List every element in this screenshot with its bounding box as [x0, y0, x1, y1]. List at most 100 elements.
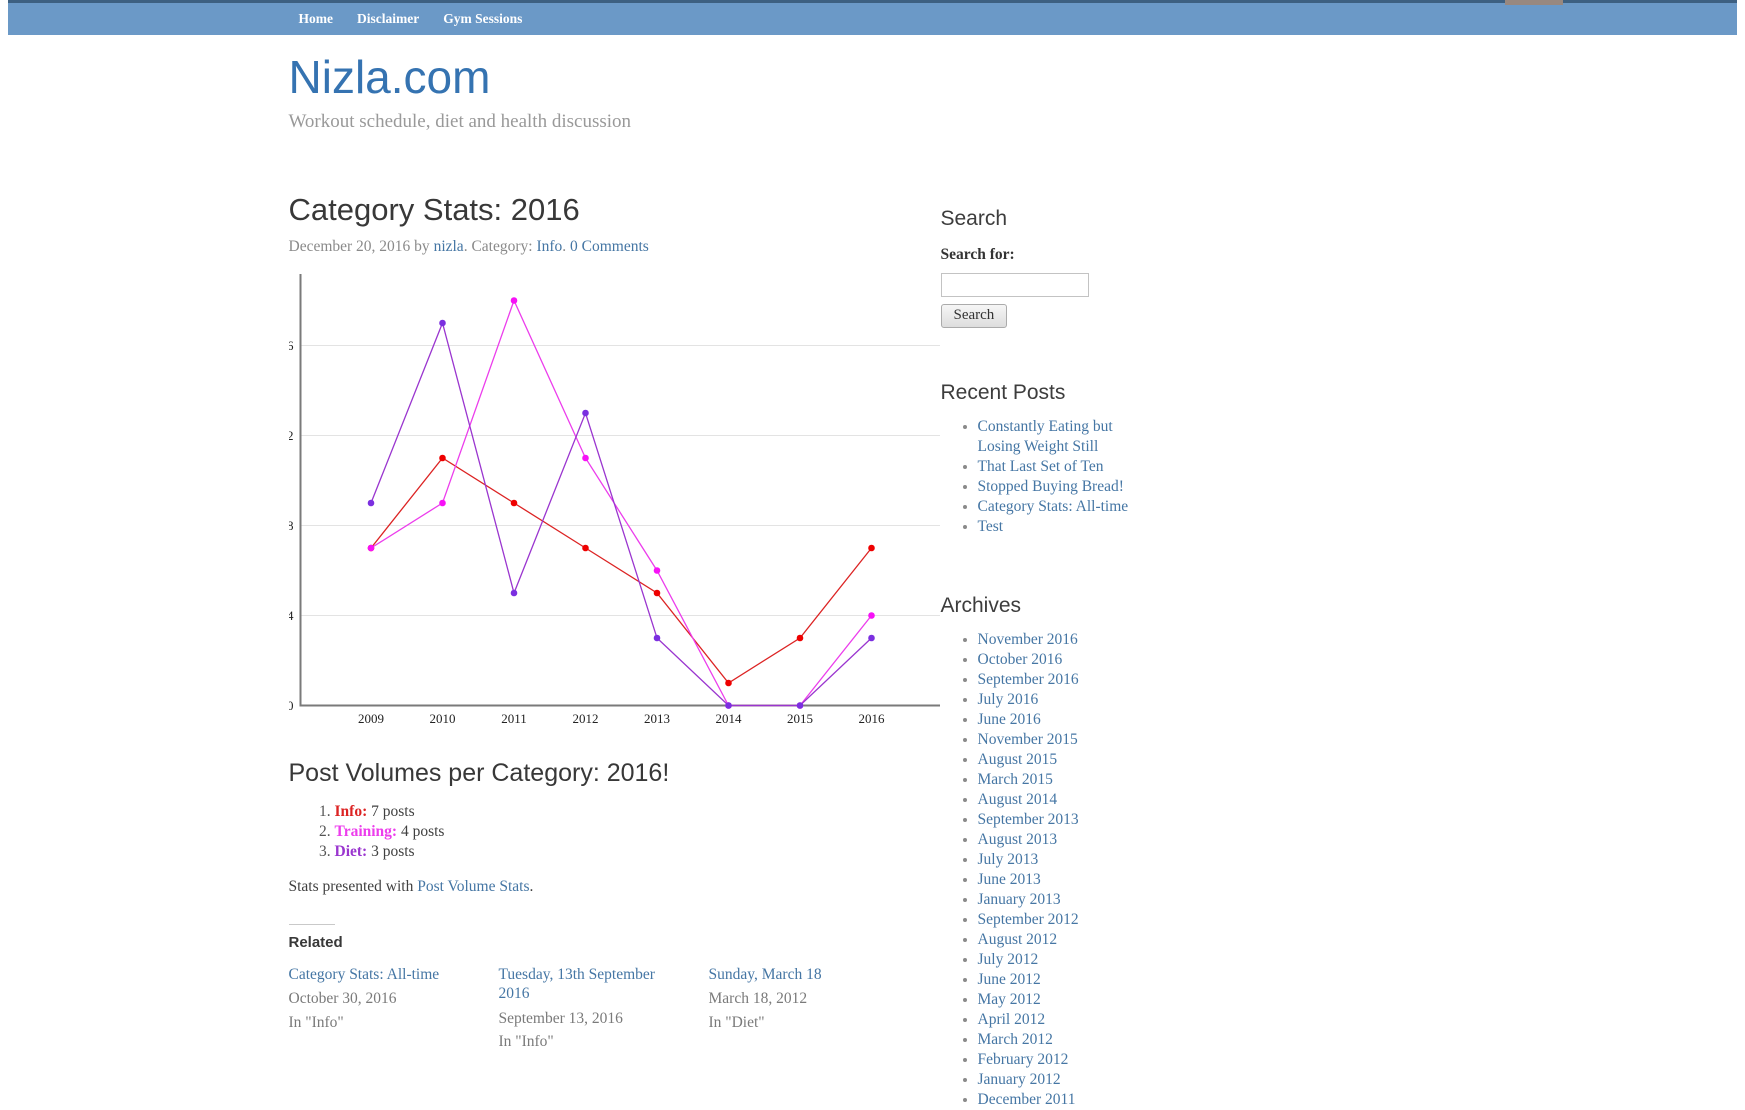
related-item-context: In "Diet"	[708, 1013, 765, 1031]
nav-menu-item[interactable]: Gym Sessions	[443, 11, 523, 26]
related-item-date: September 13, 2016	[498, 1009, 623, 1027]
recent-posts-widget: Recent Posts Constantly Eating but Losin…	[941, 381, 1457, 537]
post-date: December 20, 2016 by	[288, 238, 434, 256]
archive-item: September 2016	[978, 670, 1158, 690]
recent-posts-list: Constantly Eating but Losing Weight Stil…	[941, 417, 1158, 537]
archive-month-link[interactable]: February 2012	[977, 1050, 1069, 1068]
archive-month-link[interactable]: May 2012	[977, 990, 1041, 1008]
archive-item: April 2012	[978, 1010, 1158, 1030]
recent-post-link[interactable]: Test	[977, 517, 1004, 535]
recent-post-link[interactable]: Category Stats: All-time	[977, 497, 1129, 515]
archive-item: August 2012	[978, 930, 1158, 950]
meta-separator-2: .	[562, 238, 571, 256]
related-item-title-link[interactable]: Sunday, March 18	[708, 966, 822, 984]
volume-list-item: Info: 7 posts	[335, 802, 941, 822]
archive-month-link[interactable]: July 2013	[977, 850, 1039, 868]
recent-post-item: That Last Set of Ten	[978, 457, 1158, 477]
post-volume-stats-link[interactable]: Post Volume Stats	[417, 878, 530, 896]
archive-month-link[interactable]: September 2012	[977, 910, 1079, 928]
related-item-date: October 30, 2016	[288, 990, 397, 1008]
recent-post-item: Test	[978, 517, 1158, 537]
site-title-link[interactable]: Nizla.com	[288, 51, 491, 103]
post-author-link[interactable]: nizla	[433, 238, 464, 256]
recent-post-item: Constantly Eating but Losing Weight Stil…	[978, 417, 1158, 457]
recent-post-link[interactable]: That Last Set of Ten	[977, 457, 1104, 475]
archive-month-link[interactable]: June 2012	[977, 970, 1041, 988]
archive-month-link[interactable]: March 2015	[977, 770, 1053, 788]
svg-text:2011: 2011	[501, 711, 527, 726]
archive-month-link[interactable]: August 2013	[977, 830, 1058, 848]
svg-text:2009: 2009	[358, 711, 384, 726]
archive-month-link[interactable]: July 2012	[977, 950, 1039, 968]
category-name: Diet:	[334, 843, 368, 861]
svg-text:12: 12	[289, 428, 294, 443]
archive-month-link[interactable]: September 2013	[977, 810, 1079, 828]
svg-text:16: 16	[289, 338, 294, 353]
stats-note-prefix: Stats presented with	[288, 878, 418, 896]
volumes-list: Info: 7 posts Training: 4 posts Diet: 3 …	[289, 802, 941, 862]
archive-month-link[interactable]: August 2012	[977, 930, 1058, 948]
archive-month-link[interactable]: August 2015	[977, 750, 1058, 768]
stats-note: Stats presented with Post Volume Stats.	[289, 878, 941, 896]
nav-menu-item[interactable]: Home	[298, 11, 334, 26]
related-item-title-link[interactable]: Category Stats: All-time	[288, 966, 440, 984]
related-item: Sunday, March 18 March 18, 2012 In "Diet…	[709, 965, 895, 1052]
archive-item: September 2012	[978, 910, 1158, 930]
archive-month-link[interactable]: June 2013	[977, 870, 1041, 888]
recent-post-link[interactable]: Stopped Buying Bread!	[977, 477, 1124, 495]
related-item: Category Stats: All-time October 30, 201…	[289, 965, 475, 1052]
archive-month-link[interactable]: November 2016	[977, 630, 1078, 648]
main-content: Category Stats: 2016 December 20, 2016 b…	[280, 151, 941, 1110]
archive-item: August 2013	[978, 830, 1158, 850]
archive-item: October 2016	[978, 650, 1158, 670]
search-button[interactable]: Search	[940, 303, 1008, 328]
svg-text:0: 0	[289, 698, 294, 713]
nav-menu-item[interactable]: Disclaimer	[357, 11, 420, 26]
related-item-title-link[interactable]: Tuesday, 13th September 2016	[498, 966, 655, 1003]
archive-month-link[interactable]: December 2011	[977, 1090, 1076, 1108]
archive-month-link[interactable]: January 2013	[977, 890, 1061, 908]
archive-item: November 2016	[978, 630, 1158, 650]
related-items: Category Stats: All-time October 30, 201…	[289, 965, 941, 1052]
archive-month-link[interactable]: January 2012	[977, 1070, 1061, 1088]
archive-month-link[interactable]: October 2016	[977, 650, 1063, 668]
archive-month-link[interactable]: March 2012	[977, 1030, 1053, 1048]
category-count: 4 posts	[397, 823, 445, 841]
archive-month-link[interactable]: June 2016	[977, 710, 1041, 728]
archives-widget: Archives November 2016 October 2016 Sept…	[941, 594, 1457, 1110]
post-category-link[interactable]: Info	[536, 238, 563, 256]
archive-month-link[interactable]: July 2016	[977, 690, 1039, 708]
search-input[interactable]	[940, 272, 1089, 297]
archives-list: November 2016 October 2016 September 201…	[941, 630, 1158, 1110]
chart-container: 0 4 8 12 16 2009 2010 2011 2012 2013 2014 2015 2016	[280, 268, 941, 735]
archive-item: November 2015	[978, 730, 1158, 750]
sidebar: Search Search for: Search Recent Posts C…	[940, 151, 1457, 1110]
search-widget: Search Search for: Search	[940, 206, 1457, 328]
archive-item: February 2012	[978, 1050, 1158, 1070]
top-edge-artifact	[1505, 0, 1563, 5]
site-tagline: Workout schedule, diet and health discus…	[288, 110, 632, 132]
recent-post-item: Category Stats: All-time	[978, 497, 1158, 517]
search-heading: Search	[940, 206, 1008, 230]
post-meta: December 20, 2016 by nizla. Category: In…	[289, 238, 941, 256]
recent-post-link[interactable]: Constantly Eating but Losing Weight Stil…	[977, 417, 1113, 455]
svg-text:4: 4	[289, 608, 294, 623]
svg-text:2012: 2012	[572, 711, 598, 726]
archive-item: January 2013	[978, 890, 1158, 910]
search-for-label: Search for:	[940, 245, 1015, 263]
category-stats-chart: 0 4 8 12 16 2009 2010 2011 2012 2013 2014 2015 2016	[280, 274, 940, 726]
archive-month-link[interactable]: April 2012	[977, 1010, 1046, 1028]
related-item: Tuesday, 13th September 2016 September 1…	[499, 965, 685, 1052]
comments-link[interactable]: 0 Comments	[570, 238, 649, 256]
volume-list-item: Diet: 3 posts	[335, 842, 941, 862]
recent-post-item: Stopped Buying Bread!	[978, 477, 1158, 497]
archive-item: September 2013	[978, 810, 1158, 830]
svg-text:2013: 2013	[644, 711, 670, 726]
archive-month-link[interactable]: September 2016	[977, 670, 1079, 688]
archive-month-link[interactable]: November 2015	[977, 730, 1078, 748]
category-count: 3 posts	[367, 843, 415, 861]
archive-month-link[interactable]: August 2014	[977, 790, 1058, 808]
related-item-context: In "Info"	[498, 1033, 554, 1051]
svg-text:2010: 2010	[429, 711, 455, 726]
category-name: Info:	[334, 803, 368, 821]
